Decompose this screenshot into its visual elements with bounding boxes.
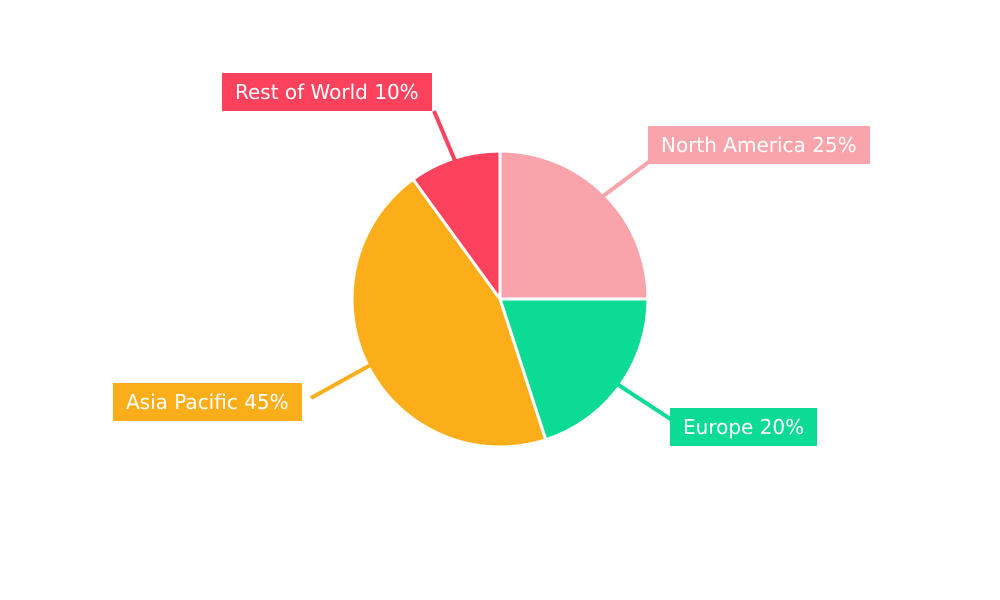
leader-line-rest-of-world <box>432 110 458 162</box>
pie-label-europe[interactable]: Europe 20% <box>670 408 818 446</box>
leader-line-europe <box>616 382 674 422</box>
pie-slice-north-america[interactable] <box>498 149 650 301</box>
pie-label-rest-of-world[interactable]: Rest of World 10% <box>222 73 432 111</box>
pie-label-asia-pacific[interactable]: Asia Pacific 45% <box>113 383 302 421</box>
leader-line-north-america <box>601 159 652 199</box>
pie-label-north-america[interactable]: North America 25% <box>648 126 870 164</box>
leader-line-asia-pacific <box>310 363 372 400</box>
